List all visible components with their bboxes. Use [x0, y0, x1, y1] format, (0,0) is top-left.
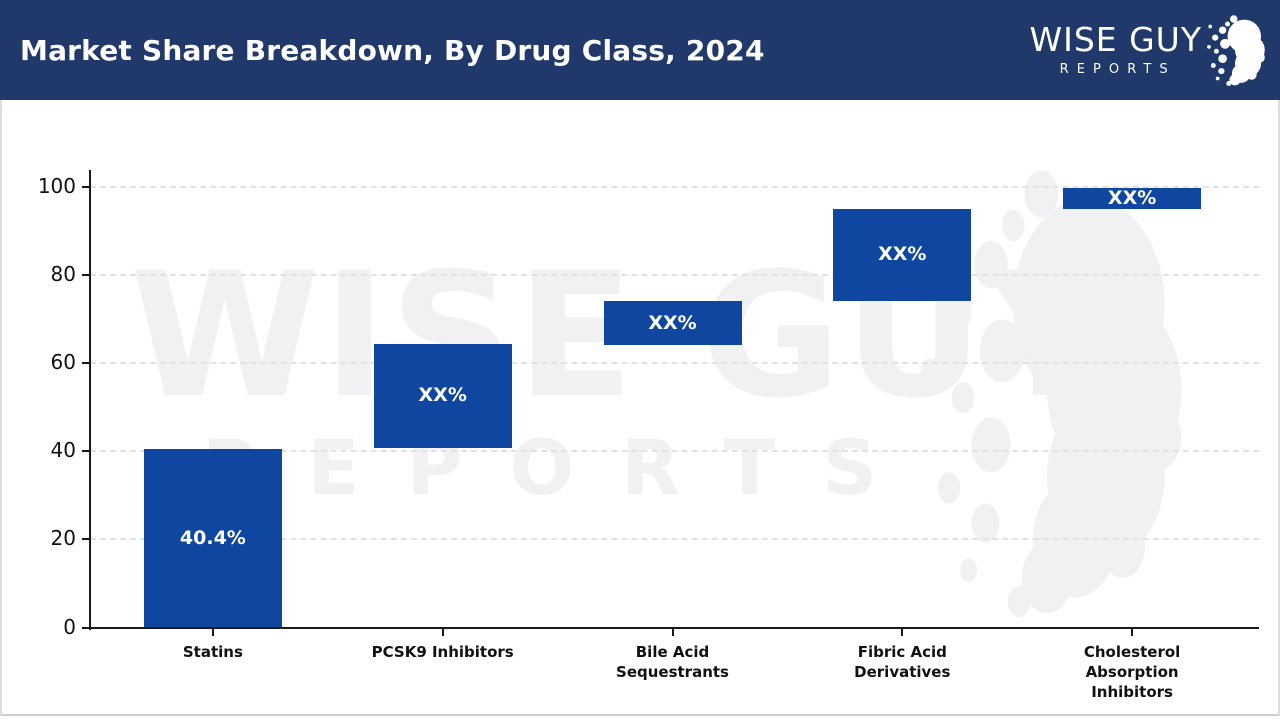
x-tick-1	[441, 629, 444, 636]
gridline-100	[90, 185, 1259, 188]
y-tick-60	[82, 361, 90, 364]
gridline-60	[90, 361, 1259, 364]
y-tick-label-0: 0	[63, 614, 76, 639]
y-tick-0	[82, 626, 90, 629]
y-tick-label-40: 40	[50, 438, 76, 463]
x-label-0: Statins	[182, 642, 243, 661]
bar-bile-acid-sequestrants: XX%	[603, 301, 742, 346]
x-tick-0	[211, 629, 214, 636]
bar-value-label: 40.4%	[179, 526, 246, 549]
bar-statins: 40.4%	[143, 449, 282, 628]
x-tick-3	[901, 629, 904, 636]
x-label-4: Cholesterol Absorption Inhibitors	[1083, 642, 1181, 702]
figure-area: WISE GUY REPORTS 0 20 40 60 80 100 40.4% Statin…	[0, 100, 1280, 716]
y-axis-spine	[89, 170, 91, 630]
bar-value-label: XX%	[878, 243, 927, 266]
y-tick-100	[82, 185, 90, 188]
y-tick-label-60: 60	[50, 349, 76, 374]
x-axis-spine	[89, 627, 1259, 629]
chart-title: Market Share Breakdown, By Drug Class, 2…	[20, 33, 765, 67]
x-tick-4	[1131, 629, 1134, 636]
y-tick-80	[82, 273, 90, 276]
x-label-3: Fibric Acid Derivatives	[854, 642, 951, 681]
logo-subtitle: REPORTS	[1059, 62, 1176, 77]
y-tick-label-20: 20	[50, 526, 76, 551]
bar-fibric-acid-derivatives: XX%	[833, 208, 972, 302]
y-tick-40	[82, 450, 90, 453]
x-label-2: Bile Acid Sequestrants	[616, 642, 729, 681]
bar-value-label: XX%	[418, 384, 467, 407]
y-tick-20	[82, 538, 90, 541]
wiseguy-logo: WISE GUY REPORTS	[1029, 9, 1280, 91]
gridline-40	[90, 450, 1259, 453]
gridline-80	[90, 273, 1259, 276]
bar-pcsk9-inhibitors: XX%	[373, 344, 512, 448]
x-tick-2	[671, 629, 674, 636]
bar-value-label: XX%	[1107, 187, 1157, 209]
plot-area: 0 20 40 60 80 100 40.4% Statins XX% PCSK9 Inhibit…	[2, 100, 1278, 714]
dotted-head-icon	[1207, 15, 1265, 86]
bar-cholesterol-absorption-inhibitors: XX%	[1063, 187, 1202, 209]
logo-name: WISE GUY	[1029, 20, 1202, 59]
header: Market Share Breakdown, By Drug Class, 2…	[0, 0, 1280, 100]
y-tick-label-80: 80	[50, 261, 76, 286]
gridline-20	[90, 538, 1259, 541]
bar-value-label: XX%	[648, 311, 697, 334]
y-tick-label-100: 100	[37, 173, 76, 198]
x-label-1: PCSK9 Inhibitors	[371, 642, 514, 661]
